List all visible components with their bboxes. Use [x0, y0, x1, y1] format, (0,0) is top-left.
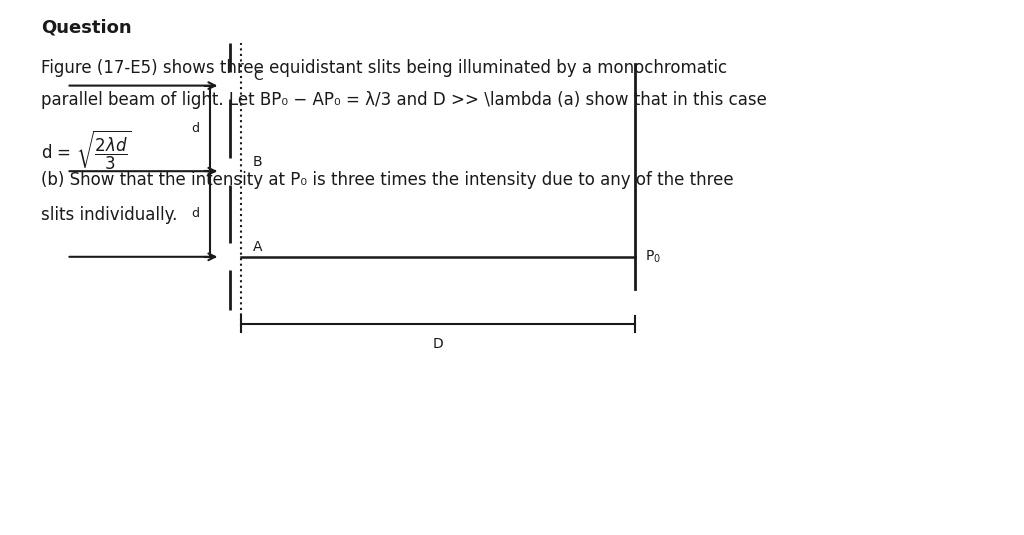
Text: C: C [253, 69, 263, 83]
Text: A: A [253, 240, 262, 254]
Text: D: D [432, 337, 443, 351]
Text: P$_0$: P$_0$ [645, 249, 662, 265]
Text: d: d [191, 208, 200, 220]
Text: slits individually.: slits individually. [41, 206, 177, 224]
Text: Figure (17-E5) shows three equidistant slits being illuminated by a monochromati: Figure (17-E5) shows three equidistant s… [41, 59, 727, 77]
Text: B: B [253, 155, 262, 169]
Text: d: d [191, 122, 200, 135]
Text: Question: Question [41, 19, 132, 37]
Text: d = $\sqrt{\dfrac{2\lambda d}{3}}$: d = $\sqrt{\dfrac{2\lambda d}{3}}$ [41, 128, 132, 172]
Text: (b) Show that the intensity at P₀ is three times the intensity due to any of the: (b) Show that the intensity at P₀ is thr… [41, 171, 733, 189]
Text: parallel beam of light. Let BP₀ − AP₀ = λ/3 and D >> \lambda (a) show that in th: parallel beam of light. Let BP₀ − AP₀ = … [41, 91, 767, 109]
